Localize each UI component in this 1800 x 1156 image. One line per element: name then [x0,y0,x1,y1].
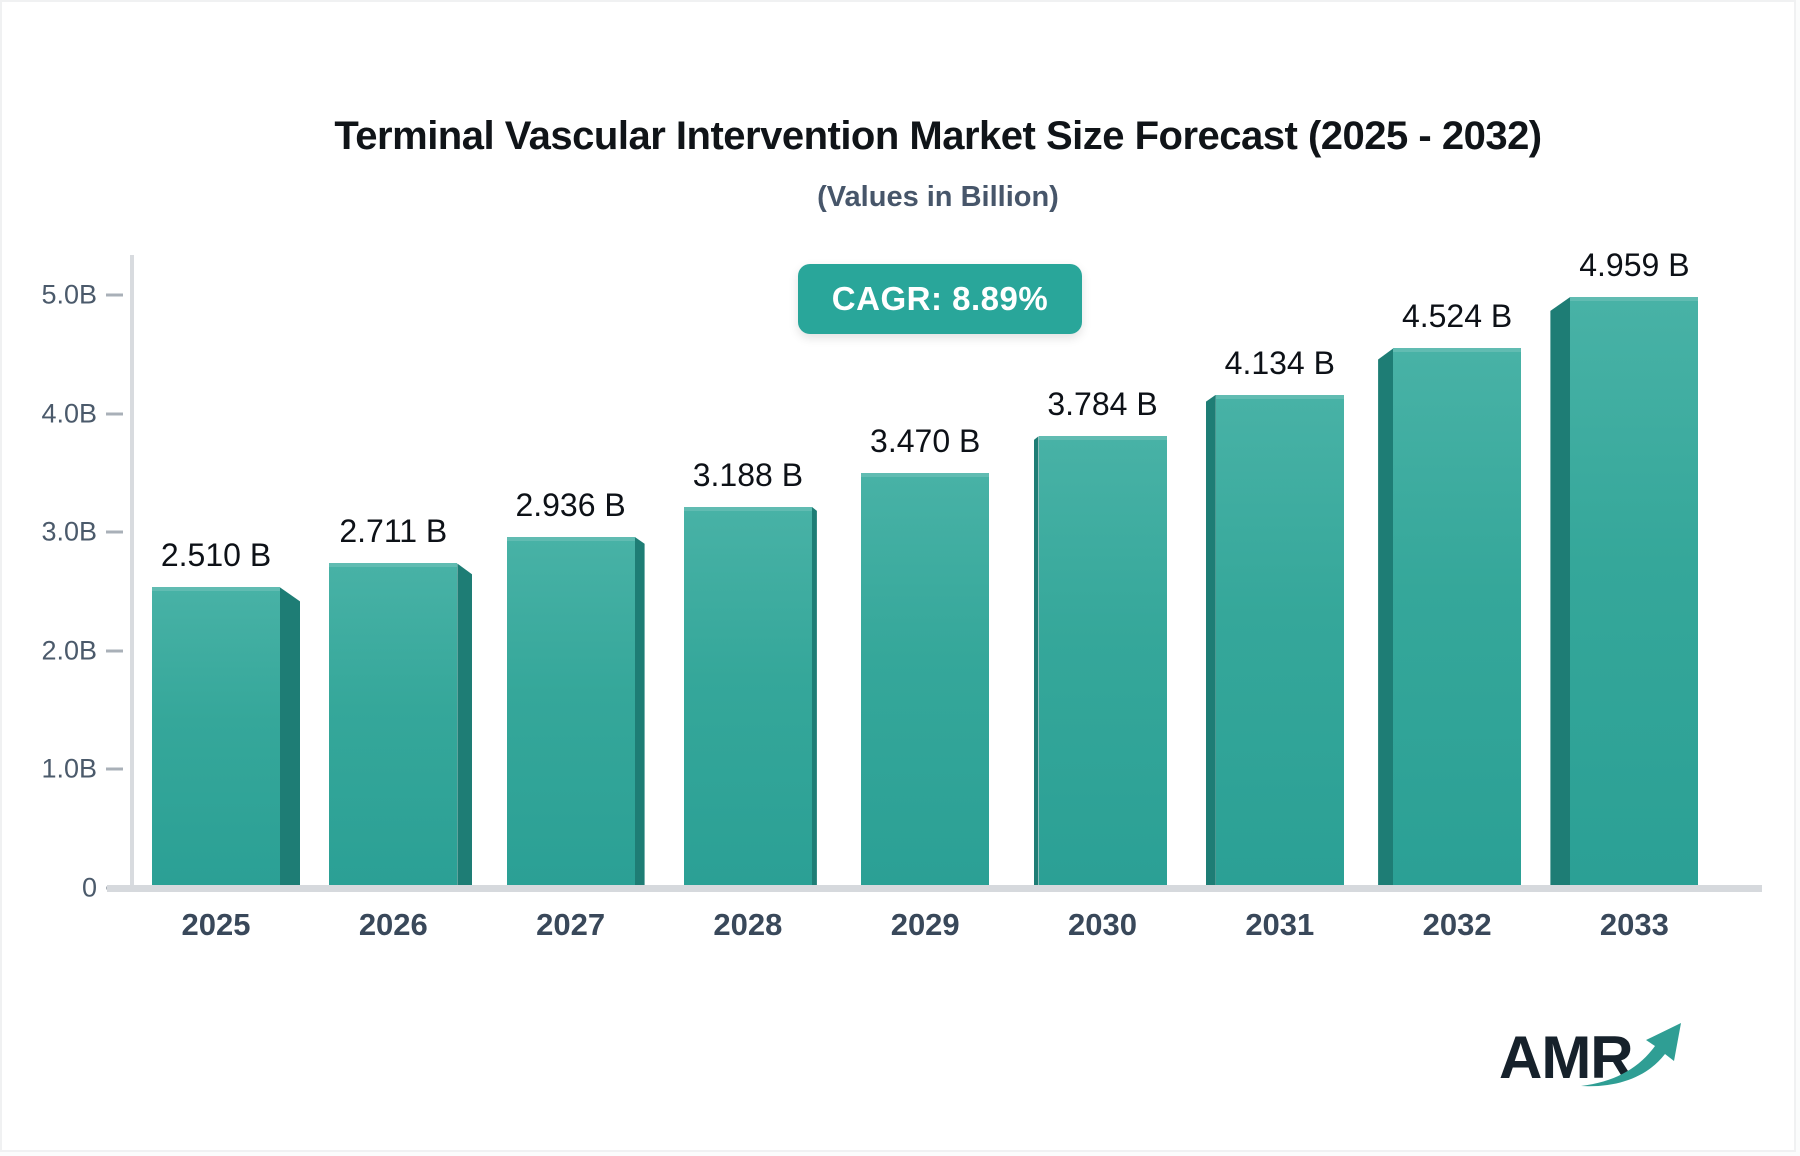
x-axis-label: 2026 [358,907,428,942]
bar-front-face [1215,394,1344,885]
bar-value-label: 2.711 B [339,513,448,550]
bar [861,473,990,885]
bar-value-label: 2.510 B [160,537,272,574]
x-axis-label: 2032 [1422,907,1492,942]
y-tick-label: 3.0B [41,516,97,547]
bar-side-face [280,587,300,885]
bar-front-face [683,506,812,885]
bar-front-face [861,473,990,885]
bar-value-label: 4.134 B [1224,344,1335,381]
chart-title: Terminal Vascular Intervention Market Si… [334,114,1542,158]
x-axis-label: 2033 [1599,907,1669,942]
bar-value-label: 3.470 B [870,423,981,460]
bar-side-face [634,536,645,885]
y-tick-dash [106,293,123,297]
x-axis-label: 2028 [713,907,783,942]
x-axis-label: 2029 [890,907,960,942]
bar-value-label: 4.959 B [1579,246,1690,283]
y-tick-dash [106,530,123,534]
bar-front-face [329,563,458,885]
y-tick-label: 5.0B [41,279,97,310]
bar-side-face [1550,296,1571,885]
bar [152,587,300,885]
x-axis-label: 2025 [181,907,251,942]
y-tick-dash [106,649,123,653]
chart-subtitle: (Values in Billion) [817,181,1059,213]
bar-front-face [1393,348,1522,885]
bar-front-face [1038,436,1167,885]
bar-side-face [811,506,817,885]
bar [1378,348,1522,885]
y-tick-label: 0 [81,872,97,903]
y-tick-label: 4.0B [41,398,97,429]
y-tick-dash [106,412,123,416]
y-tick-dash [106,767,123,771]
bar-side-face [457,563,473,885]
bar-front-face [506,536,635,885]
bar [506,536,645,885]
bar-side-face [1033,436,1039,885]
x-axis-label: 2030 [1068,907,1137,942]
bar-front-face [152,587,280,885]
bar [683,506,817,885]
bar-side-face [1205,394,1216,885]
bar [1550,296,1699,885]
cagr-badge-label: CAGR: 8.89% [831,280,1049,317]
cagr-badge: CAGR: 8.89% [798,264,1082,334]
y-tick-label: 2.0B [41,635,97,666]
bar [329,563,473,885]
bar-value-label: 3.188 B [692,456,804,493]
x-axis-baseline [107,885,1762,892]
chart-header: Terminal Vascular Intervention Market Si… [2,2,1794,214]
bar-front-face [1570,296,1699,885]
bar [1033,436,1167,885]
y-axis-line [130,255,134,891]
bar-side-face [1378,348,1394,885]
amr-logo: AMR [1499,1020,1699,1098]
y-tick-label: 1.0B [41,753,97,784]
trend-up-arrow-icon [1581,1023,1681,1087]
bar-value-label: 4.524 B [1401,298,1513,335]
bar-value-label: 2.936 B [515,486,626,523]
x-axis-label: 2031 [1245,907,1315,942]
x-axis-label: 2027 [536,907,606,942]
bar [1205,394,1344,885]
bar-value-label: 3.784 B [1047,386,1158,423]
